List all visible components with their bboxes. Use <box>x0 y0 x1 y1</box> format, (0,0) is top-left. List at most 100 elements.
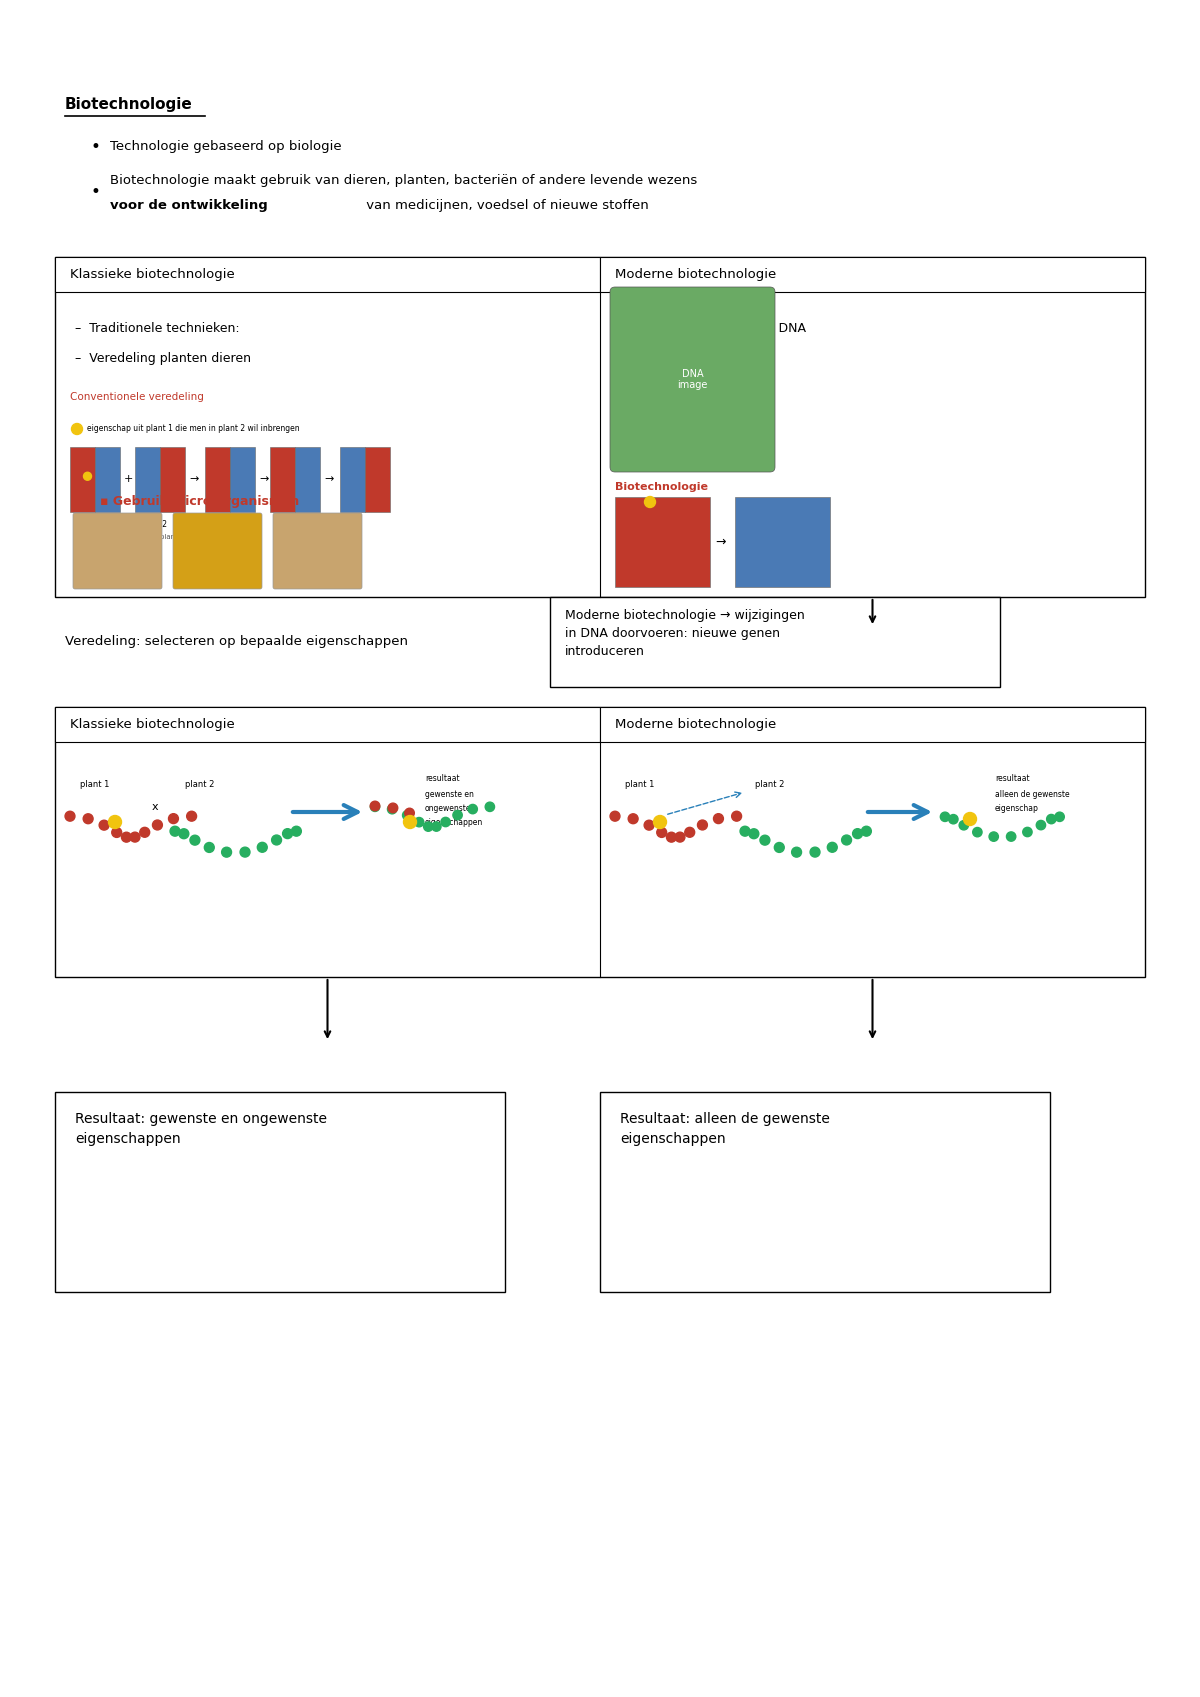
Circle shape <box>949 815 958 823</box>
Circle shape <box>100 820 109 830</box>
Text: Conventionele veredeling: Conventionele veredeling <box>70 392 204 402</box>
Circle shape <box>862 826 871 837</box>
Circle shape <box>774 842 785 852</box>
FancyBboxPatch shape <box>55 256 1145 597</box>
Circle shape <box>222 847 232 857</box>
Bar <box>70 446 95 512</box>
Circle shape <box>1055 813 1064 821</box>
Circle shape <box>168 813 179 823</box>
Text: –  Traditionele technieken:: – Traditionele technieken: <box>74 322 240 334</box>
Circle shape <box>152 820 162 830</box>
FancyBboxPatch shape <box>55 708 1145 977</box>
Text: alleen de gewenste: alleen de gewenste <box>995 791 1069 799</box>
Circle shape <box>371 803 379 811</box>
Circle shape <box>112 828 121 837</box>
Circle shape <box>714 813 724 823</box>
Circle shape <box>84 472 91 480</box>
Bar <box>734 497 830 587</box>
Circle shape <box>1022 828 1032 837</box>
Circle shape <box>685 828 695 837</box>
Circle shape <box>257 842 268 852</box>
Text: Moderne biotechnologie: Moderne biotechnologie <box>616 268 776 282</box>
Text: van medicijnen, voedsel of nieuwe stoffen: van medicijnen, voedsel of nieuwe stoffe… <box>362 199 649 212</box>
Text: •: • <box>90 137 100 156</box>
Circle shape <box>485 803 494 811</box>
FancyBboxPatch shape <box>610 287 775 472</box>
Text: Resultaat: gewenste en ongewenste
eigenschappen: Resultaat: gewenste en ongewenste eigens… <box>74 1112 326 1145</box>
Text: Biotechnologie maakt gebruik van dieren, planten, bacteriën of andere levende we: Biotechnologie maakt gebruik van dieren,… <box>110 175 702 187</box>
Bar <box>95 446 120 512</box>
Circle shape <box>749 828 758 838</box>
Text: DNA
image: DNA image <box>677 368 708 390</box>
FancyBboxPatch shape <box>600 256 1145 292</box>
Text: Veredeling: selecteren op bepaalde eigenschappen: Veredeling: selecteren op bepaalde eigen… <box>65 635 408 648</box>
Circle shape <box>190 835 200 845</box>
Circle shape <box>440 818 450 826</box>
Circle shape <box>139 828 150 837</box>
Bar <box>134 446 160 512</box>
Bar <box>205 446 230 512</box>
FancyBboxPatch shape <box>55 256 600 292</box>
Circle shape <box>108 816 121 828</box>
Text: resultaat: resultaat <box>995 774 1030 784</box>
Text: •: • <box>90 183 100 200</box>
Circle shape <box>654 816 666 828</box>
Circle shape <box>468 804 478 815</box>
Circle shape <box>424 821 433 832</box>
Text: plant 1: plant 1 <box>80 781 109 789</box>
Text: eigenschap uit plant 1 die men in plant 2 wil inbrengen: eigenschap uit plant 1 die men in plant … <box>88 424 300 433</box>
Bar <box>340 446 365 512</box>
Text: ▪ Gebruik micro-organismen: ▪ Gebruik micro-organismen <box>100 496 299 509</box>
Circle shape <box>810 847 820 857</box>
Circle shape <box>964 813 977 825</box>
Circle shape <box>941 813 949 821</box>
Text: –  Rechtstreeks ingrijpen DNA: – Rechtstreeks ingrijpen DNA <box>620 322 806 334</box>
Circle shape <box>760 835 770 845</box>
Text: Resultaat: alleen de gewenste
eigenschappen: Resultaat: alleen de gewenste eigenschap… <box>620 1112 830 1145</box>
Circle shape <box>1046 815 1056 823</box>
Text: Moderne biotechnologie: Moderne biotechnologie <box>616 718 776 731</box>
Circle shape <box>959 821 968 830</box>
Text: plant 1: plant 1 <box>625 781 654 789</box>
FancyBboxPatch shape <box>173 512 262 589</box>
Text: Technologie gebaseerd op biologie: Technologie gebaseerd op biologie <box>110 141 342 153</box>
Text: Biotechnologie: Biotechnologie <box>616 482 708 492</box>
Circle shape <box>452 811 462 820</box>
FancyBboxPatch shape <box>600 1091 1050 1291</box>
Text: Biotechnologie: Biotechnologie <box>65 97 193 112</box>
Text: Klassieke biotechnologie: Klassieke biotechnologie <box>70 268 235 282</box>
Circle shape <box>240 847 250 857</box>
Text: plant 2: plant 2 <box>185 781 215 789</box>
Circle shape <box>989 832 998 842</box>
Text: eigenschap: eigenschap <box>995 804 1039 813</box>
Circle shape <box>292 826 301 837</box>
Circle shape <box>732 811 742 821</box>
Text: →: → <box>190 475 198 485</box>
Text: 8 tot 10 kruisingen met plant 2: 8 tot 10 kruisingen met plant 2 <box>76 535 185 540</box>
Circle shape <box>403 816 416 828</box>
Text: –  Veredeling planten dieren: – Veredeling planten dieren <box>74 351 251 365</box>
Circle shape <box>973 828 982 837</box>
Circle shape <box>187 811 197 821</box>
Circle shape <box>130 832 140 842</box>
Text: gewenste en: gewenste en <box>425 791 474 799</box>
Circle shape <box>72 424 83 434</box>
Text: Klassieke biotechnologie: Klassieke biotechnologie <box>70 718 235 731</box>
Circle shape <box>1007 832 1016 842</box>
Text: +: + <box>124 475 133 485</box>
Circle shape <box>628 815 638 823</box>
Circle shape <box>121 832 131 842</box>
Circle shape <box>656 828 667 837</box>
Bar <box>160 446 185 512</box>
Circle shape <box>852 828 863 838</box>
Circle shape <box>432 821 442 832</box>
Text: eigenschappen: eigenschappen <box>425 818 484 828</box>
FancyBboxPatch shape <box>600 708 1145 742</box>
Text: x: x <box>151 803 158 811</box>
Circle shape <box>179 828 188 838</box>
Bar <box>616 497 710 587</box>
Circle shape <box>827 842 838 852</box>
FancyBboxPatch shape <box>73 512 162 589</box>
Circle shape <box>271 835 282 845</box>
Circle shape <box>740 826 750 837</box>
